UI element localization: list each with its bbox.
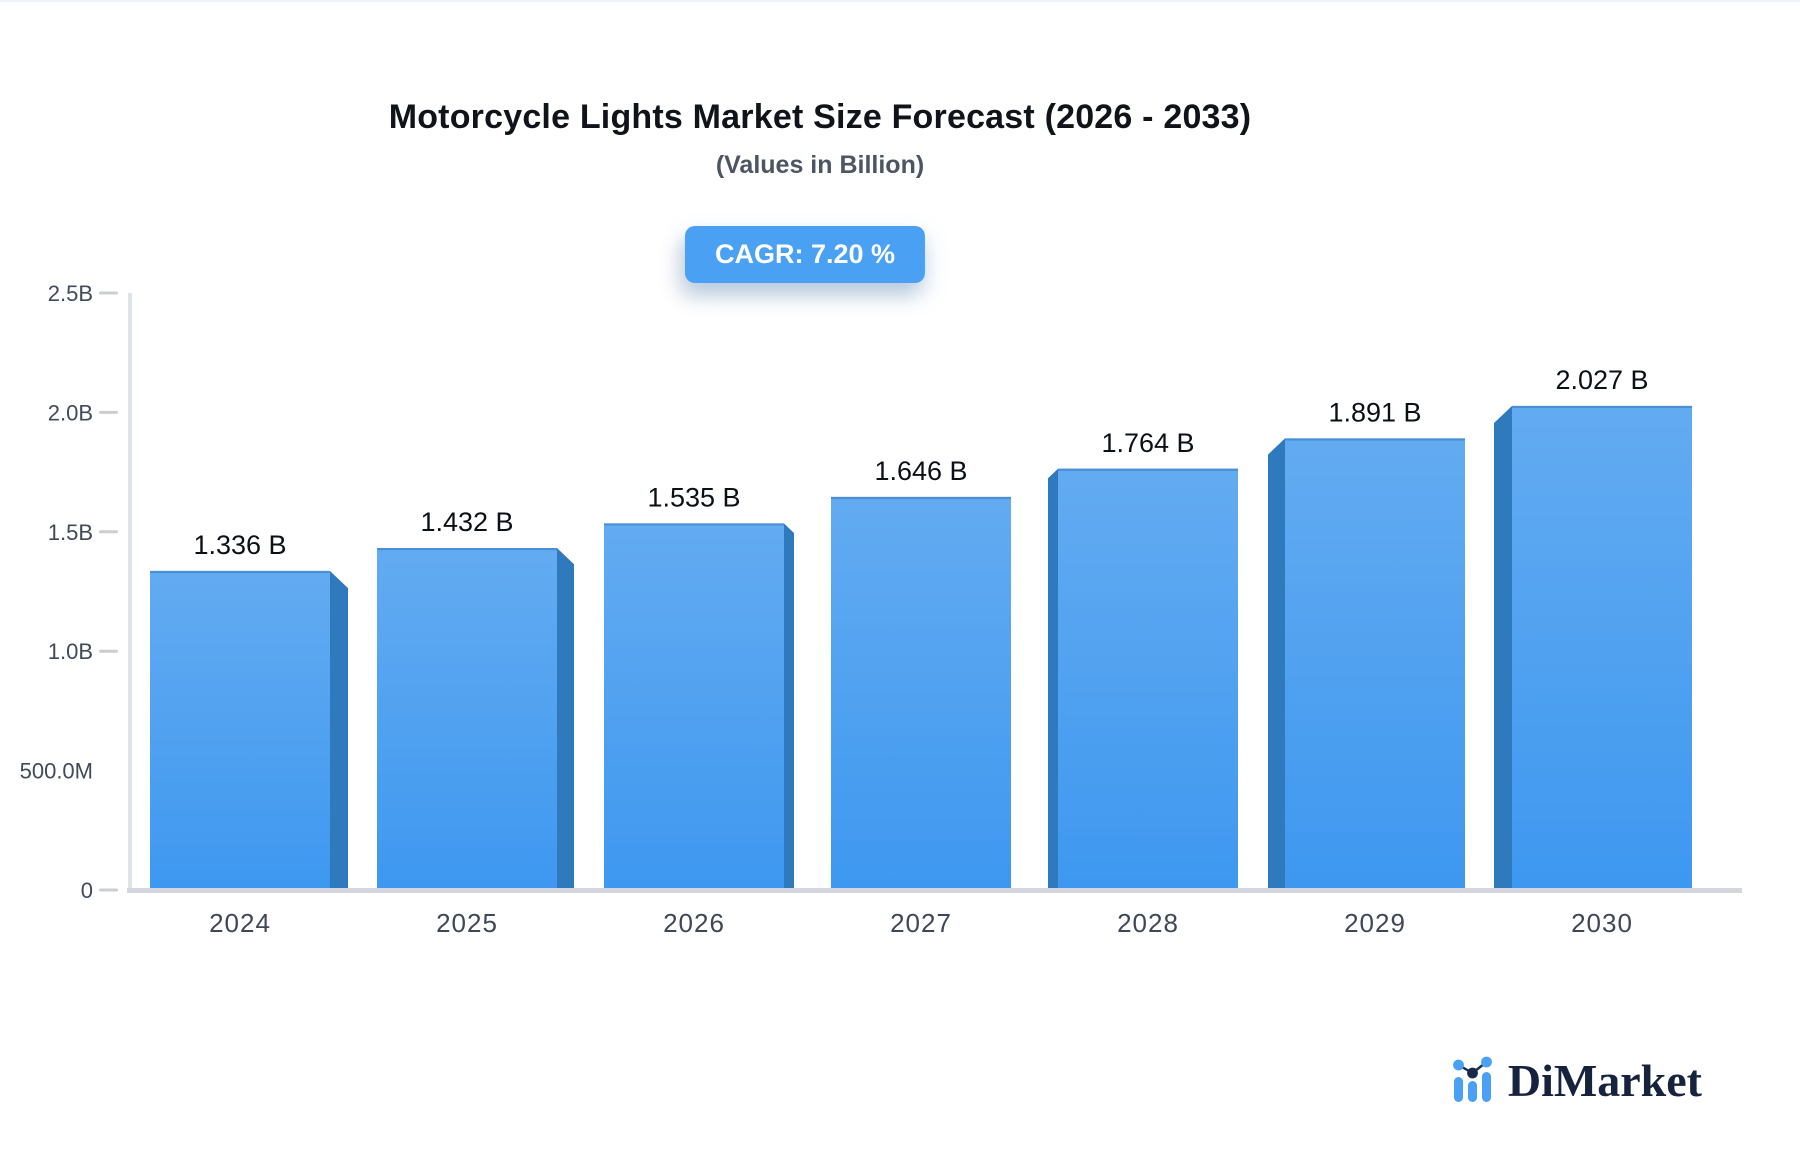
- y-tick-label: 1.0B: [48, 639, 93, 664]
- bar-value-label: 2.027 B: [1555, 365, 1648, 395]
- y-axis-line: [128, 293, 132, 890]
- bar: [831, 496, 1011, 890]
- x-axis-label: 2029: [1344, 908, 1406, 938]
- bar: [604, 523, 784, 890]
- bar-value-label: 1.891 B: [1328, 397, 1421, 427]
- bar-value-label: 1.336 B: [193, 530, 286, 560]
- x-axis-label: 2024: [209, 908, 271, 938]
- page-title: Motorcycle Lights Market Size Forecast (…: [388, 98, 1252, 136]
- x-axis-label: 2025: [436, 908, 498, 938]
- bar-value-label: 1.432 B: [420, 507, 513, 537]
- bar-value-label: 1.646 B: [874, 456, 967, 486]
- bar-3d-side: [330, 570, 348, 890]
- y-tick: [99, 888, 118, 892]
- bar-3d-side: [1494, 405, 1512, 890]
- bar-3d-side: [784, 523, 794, 890]
- bar: [377, 548, 557, 890]
- bar: [1512, 405, 1692, 890]
- chart-header: Motorcycle Lights Market Size Forecast (…: [0, 2, 1640, 180]
- bar-3d-side: [1268, 438, 1285, 890]
- chart-subtitle: (Values in Billion): [715, 151, 925, 179]
- bar-3d-side: [557, 548, 574, 890]
- y-tick-label: 0: [81, 878, 93, 903]
- x-axis-label: 2030: [1571, 908, 1633, 938]
- x-axis-label: 2027: [890, 908, 952, 938]
- bar-value-label: 1.764 B: [1101, 428, 1194, 458]
- y-tick: [99, 649, 118, 653]
- bar-value-label: 1.535 B: [647, 482, 740, 512]
- y-tick-label: 500.0M: [20, 759, 93, 784]
- cagr-badge: CAGR: 7.20 %: [684, 226, 926, 283]
- bar: [1058, 468, 1238, 890]
- bar: [1285, 438, 1465, 890]
- y-tick: [99, 530, 118, 534]
- dimarket-logo: DiMarket: [1451, 1052, 1702, 1104]
- y-tick: [99, 291, 118, 295]
- bar: [150, 570, 330, 890]
- x-axis-line: [127, 888, 1742, 893]
- x-axis-label: 2028: [1117, 908, 1179, 938]
- logo-text: DiMarket: [1507, 1055, 1702, 1106]
- y-tick-label: 2.5B: [48, 281, 93, 306]
- x-axis-label: 2026: [663, 908, 725, 938]
- y-tick-label: 2.0B: [48, 400, 93, 425]
- bar-chart-logo-icon: [1452, 1056, 1492, 1102]
- y-tick-label: 1.5B: [48, 520, 93, 545]
- bar-3d-side: [1048, 468, 1058, 890]
- y-tick: [99, 410, 118, 414]
